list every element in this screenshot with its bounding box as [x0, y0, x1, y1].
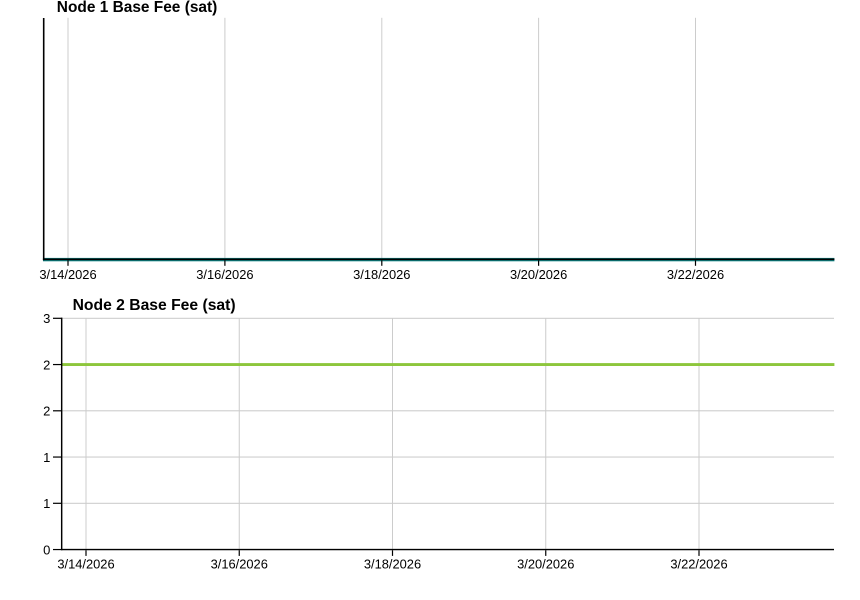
- svg-text:3/14/2026: 3/14/2026: [57, 557, 114, 572]
- svg-text:3/20/2026: 3/20/2026: [510, 267, 567, 282]
- svg-text:1: 1: [43, 450, 50, 465]
- svg-text:3/22/2026: 3/22/2026: [670, 557, 727, 572]
- svg-text:3/18/2026: 3/18/2026: [364, 557, 421, 572]
- svg-text:0: 0: [43, 542, 50, 557]
- svg-text:3/16/2026: 3/16/2026: [196, 267, 253, 282]
- svg-text:Node 1 Base Fee (sat): Node 1 Base Fee (sat): [57, 0, 218, 16]
- svg-text:2: 2: [43, 357, 50, 372]
- svg-text:3/18/2026: 3/18/2026: [353, 267, 410, 282]
- svg-text:2: 2: [43, 404, 50, 419]
- svg-text:Node 2 Base Fee (sat): Node 2 Base Fee (sat): [73, 297, 236, 314]
- svg-text:3: 3: [43, 311, 50, 326]
- svg-text:3/14/2026: 3/14/2026: [39, 267, 96, 282]
- svg-text:1: 1: [43, 496, 50, 511]
- svg-text:3/22/2026: 3/22/2026: [667, 267, 724, 282]
- svg-text:3/20/2026: 3/20/2026: [517, 557, 574, 572]
- svg-text:3/16/2026: 3/16/2026: [211, 557, 268, 572]
